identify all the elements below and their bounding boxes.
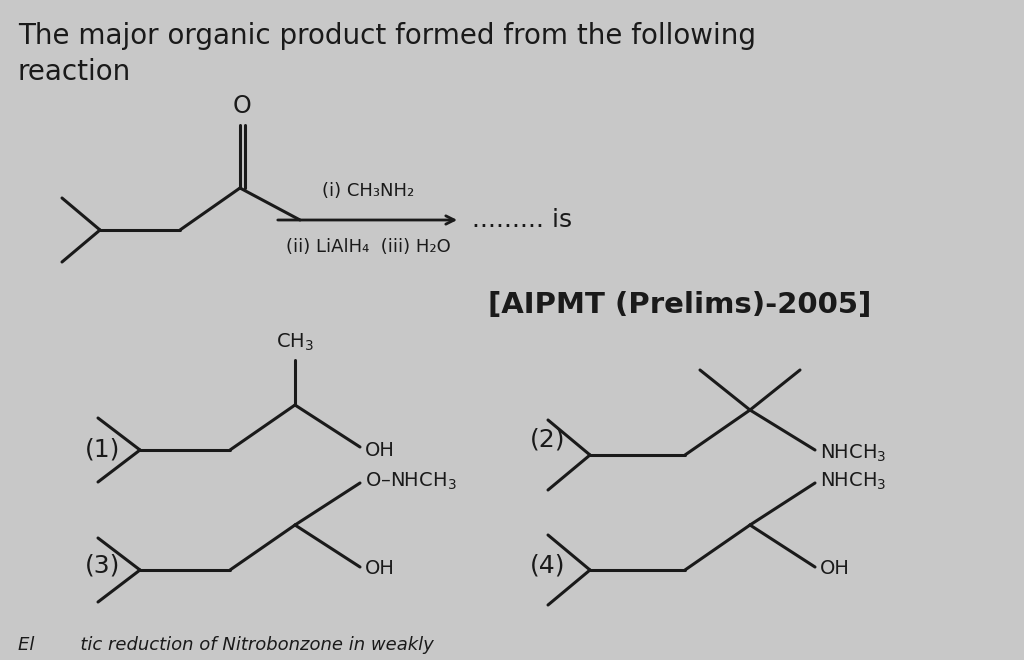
Text: NHCH$_3$: NHCH$_3$ bbox=[820, 442, 887, 463]
Text: OH: OH bbox=[365, 442, 395, 461]
Text: (4): (4) bbox=[530, 553, 565, 577]
Text: [AIPMT (Prelims)-2005]: [AIPMT (Prelims)-2005] bbox=[488, 291, 871, 319]
Text: CH$_3$: CH$_3$ bbox=[276, 332, 314, 353]
Text: (1): (1) bbox=[85, 438, 121, 462]
Text: El        tic reduction of Nitrobonzone in weakly: El tic reduction of Nitrobonzone in weak… bbox=[18, 636, 434, 654]
Text: OH: OH bbox=[365, 560, 395, 579]
Text: (2): (2) bbox=[530, 428, 565, 452]
Text: NHCH$_3$: NHCH$_3$ bbox=[820, 471, 887, 492]
Text: reaction: reaction bbox=[18, 58, 131, 86]
Text: (3): (3) bbox=[85, 553, 121, 577]
Text: O: O bbox=[232, 94, 251, 118]
Text: (ii) LiAlH₄  (iii) H₂O: (ii) LiAlH₄ (iii) H₂O bbox=[286, 238, 451, 256]
Text: ......... is: ......... is bbox=[472, 208, 572, 232]
Text: The major organic product formed from the following: The major organic product formed from th… bbox=[18, 22, 756, 50]
Text: O–NHCH$_3$: O–NHCH$_3$ bbox=[365, 471, 457, 492]
Text: OH: OH bbox=[820, 560, 850, 579]
Text: (i) CH₃NH₂: (i) CH₃NH₂ bbox=[322, 182, 414, 200]
